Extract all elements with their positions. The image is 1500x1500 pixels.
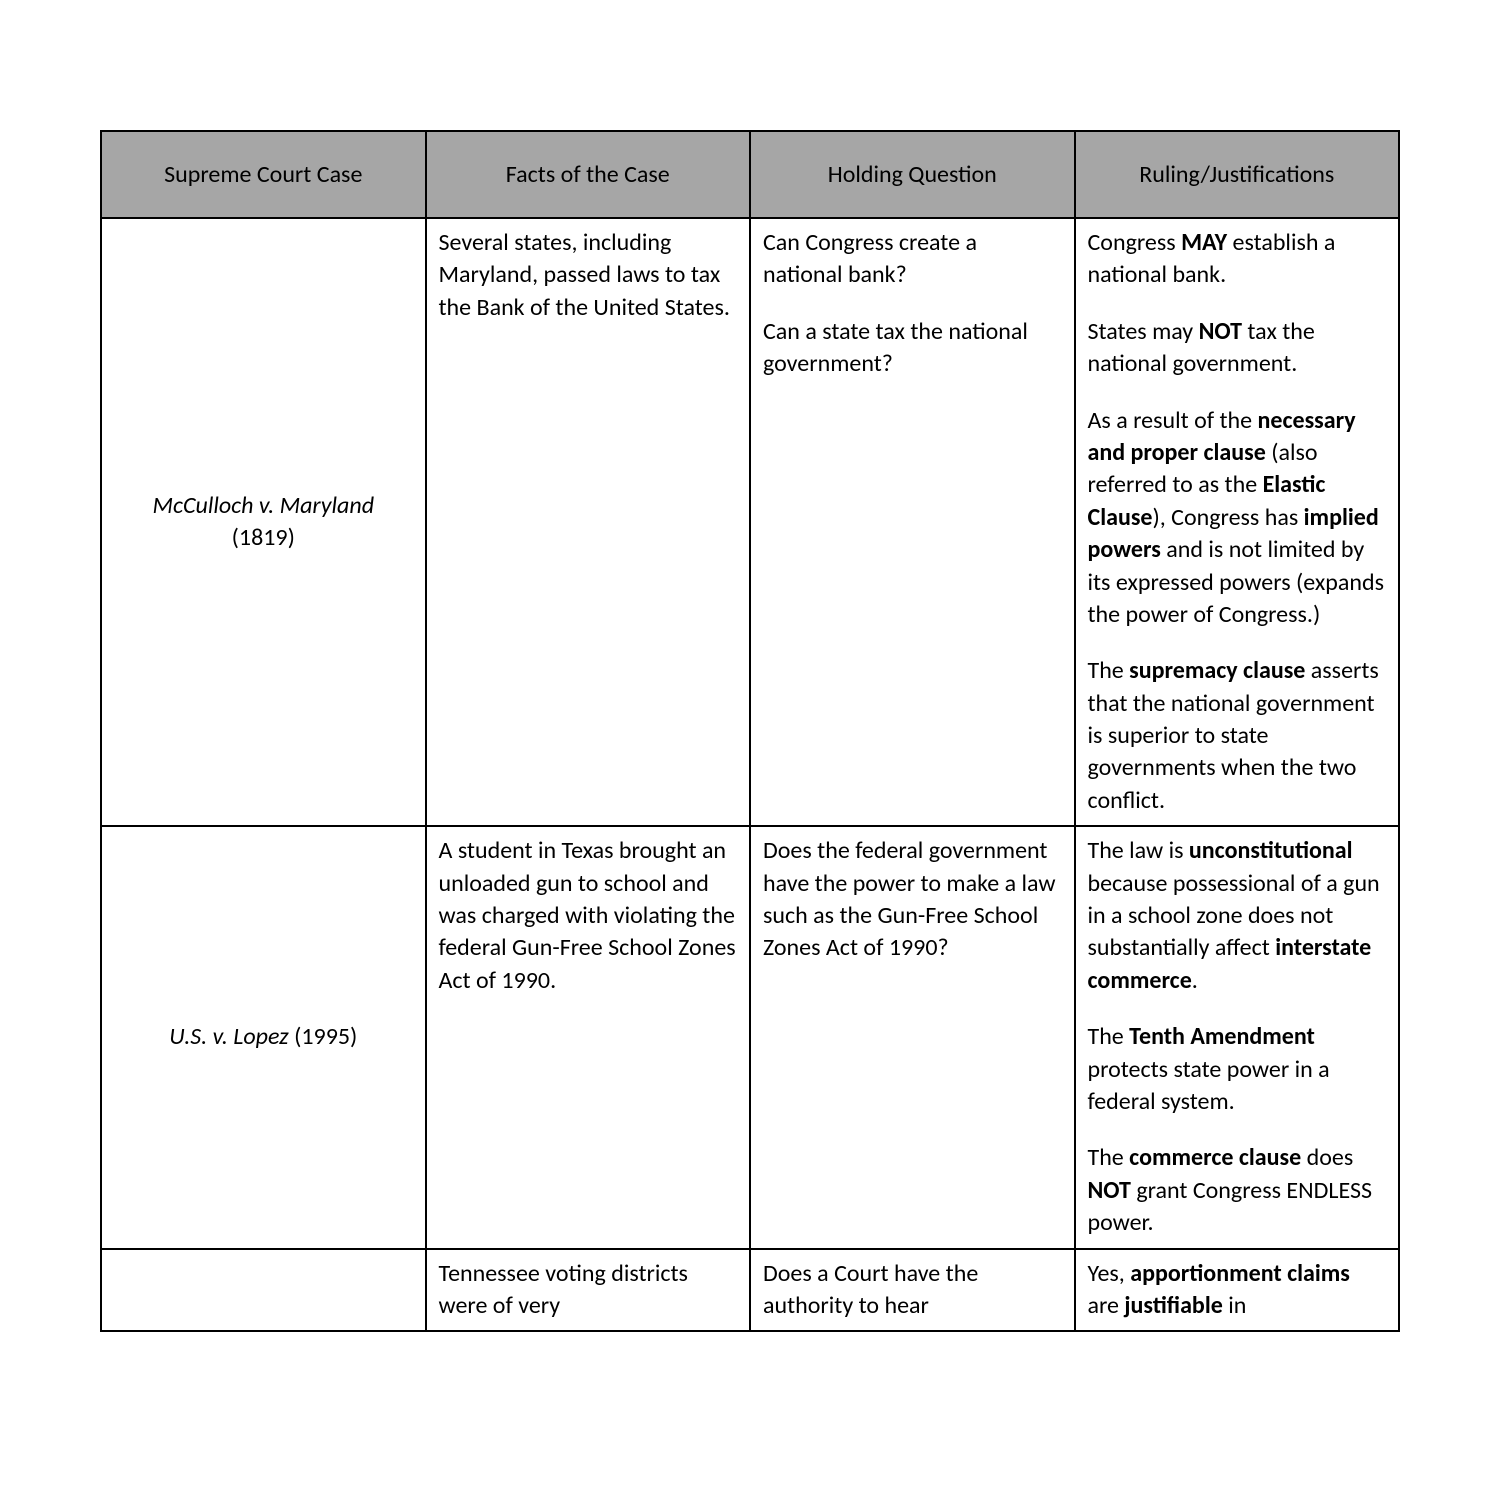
ruling-text: The Tenth Amendment protects state power… xyxy=(1088,1021,1387,1118)
facts-cell: Several states, including Maryland, pass… xyxy=(426,218,751,826)
holding-text: Can a state tax the national government? xyxy=(763,316,1062,381)
ruling-text: Yes, apportionment claims are justifiabl… xyxy=(1088,1259,1350,1320)
facts-text: Tennessee voting districts were of very xyxy=(439,1259,688,1320)
header-holding: Holding Question xyxy=(750,131,1075,218)
case-name-cell: McCulloch v. Maryland (1819) xyxy=(101,218,426,826)
header-facts: Facts of the Case xyxy=(426,131,751,218)
table-row: Tennessee voting districts were of very … xyxy=(101,1249,1399,1332)
case-name-cell: U.S. v. Lopez (1995) xyxy=(101,826,426,1248)
holding-cell: Does the federal government have the pow… xyxy=(750,826,1075,1248)
table-row: U.S. v. Lopez (1995) A student in Texas … xyxy=(101,826,1399,1248)
holding-text: Can Congress create a national bank? xyxy=(763,227,1062,292)
case-name-cell xyxy=(101,1249,426,1332)
case-title: McCulloch v. Maryland xyxy=(152,491,374,520)
ruling-text: Congress MAY establish a national bank. xyxy=(1088,227,1387,292)
header-case: Supreme Court Case xyxy=(101,131,426,218)
facts-cell: Tennessee voting districts were of very xyxy=(426,1249,751,1332)
facts-cell: A student in Texas brought an unloaded g… xyxy=(426,826,751,1248)
ruling-cell: The law is unconstitutional because poss… xyxy=(1075,826,1400,1248)
table-row: McCulloch v. Maryland (1819) Several sta… xyxy=(101,218,1399,826)
ruling-cell: Congress MAY establish a national bank. … xyxy=(1075,218,1400,826)
cases-table: Supreme Court Case Facts of the Case Hol… xyxy=(100,130,1400,1332)
facts-text: Several states, including Maryland, pass… xyxy=(439,227,738,324)
facts-text: A student in Texas brought an unloaded g… xyxy=(439,835,738,997)
document-page: Supreme Court Case Facts of the Case Hol… xyxy=(0,0,1500,1332)
case-year: (1819) xyxy=(232,523,295,552)
case-title: U.S. v. Lopez xyxy=(169,1022,288,1051)
ruling-text: As a result of the necessary and proper … xyxy=(1088,405,1387,632)
ruling-text: States may NOT tax the national governme… xyxy=(1088,316,1387,381)
ruling-cell: Yes, apportionment claims are justifiabl… xyxy=(1075,1249,1400,1332)
holding-text: Does the federal government have the pow… xyxy=(763,835,1062,965)
holding-text: Does a Court have the authority to hear xyxy=(763,1259,978,1320)
ruling-text: The law is unconstitutional because poss… xyxy=(1088,835,1387,997)
holding-cell: Does a Court have the authority to hear xyxy=(750,1249,1075,1332)
case-year: (1995) xyxy=(289,1022,358,1051)
ruling-text: The commerce clause does NOT grant Congr… xyxy=(1088,1142,1387,1239)
holding-cell: Can Congress create a national bank? Can… xyxy=(750,218,1075,826)
ruling-text: The supremacy clause asserts that the na… xyxy=(1088,655,1387,817)
table-header-row: Supreme Court Case Facts of the Case Hol… xyxy=(101,131,1399,218)
header-ruling: Ruling/Justifications xyxy=(1075,131,1400,218)
